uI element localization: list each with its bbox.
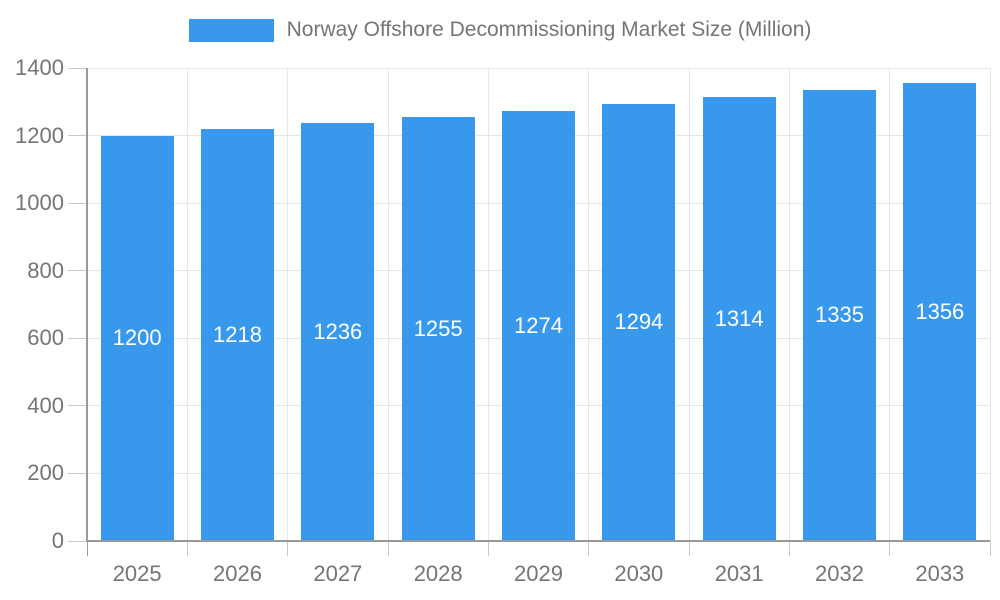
x-tick-mark [588,541,590,556]
bar [401,116,475,540]
x-tick-mark [86,541,88,556]
x-tick-label: 2032 [815,561,864,586]
v-gridline [688,68,690,541]
v-gridline [487,68,489,541]
v-gridline [588,68,590,541]
y-tick-mark [68,405,86,407]
legend-label: Norway Offshore Decommissioning Market S… [286,18,812,41]
x-tick-label: 2028 [413,561,463,586]
bar [100,135,174,540]
bar [201,129,274,540]
bar-value-label: 1314 [714,306,764,332]
x-axis-line [86,540,990,542]
bar-value-label: 1218 [213,322,262,348]
x-tick-label: 2031 [714,561,764,586]
y-tick-label: 200 [27,460,64,486]
y-tick-mark [68,67,86,69]
bar [602,103,676,540]
y-tick-label: 1200 [15,122,64,148]
y-tick-label: 400 [27,392,64,418]
bar-value-label: 1356 [915,298,965,324]
v-gridline [287,68,289,541]
bar [301,123,375,540]
x-tick-mark [487,541,489,556]
y-tick-label: 1000 [15,190,64,216]
bar-value-label: 1274 [514,312,563,338]
bar [803,89,876,540]
x-tick-label: 2026 [213,561,262,586]
bar [903,82,977,540]
bar-value-label: 1200 [112,325,162,351]
y-tick-mark [68,270,86,272]
y-tick-label: 0 [51,528,64,553]
x-tick-label: 2029 [514,561,563,586]
bar [502,110,575,540]
legend-swatch [188,18,274,42]
v-gridline [387,68,389,541]
v-gridline [889,68,891,541]
x-tick-mark [287,541,289,556]
y-tick-label: 600 [27,325,64,351]
x-tick-label: 2027 [313,561,363,586]
y-tick-mark [68,472,86,474]
bar-value-label: 1335 [815,302,864,328]
bar [702,97,776,540]
x-tick-label: 2030 [614,561,664,586]
v-gridline [989,68,991,541]
x-tick-label: 2025 [112,561,162,586]
y-tick-mark [68,202,86,204]
legend: Norway Offshore Decommissioning Market S… [0,18,1000,42]
x-tick-mark [186,541,188,556]
y-axis-line [86,68,88,542]
h-gridline [87,67,990,69]
bar-value-label: 1294 [614,309,664,335]
x-tick-mark [889,541,891,556]
x-tick-mark [688,541,690,556]
y-tick-mark [68,337,86,339]
y-tick-label: 1400 [15,55,64,80]
bar-value-label: 1255 [413,315,463,341]
y-tick-mark [68,135,86,137]
y-tick-label: 800 [27,257,64,283]
x-tick-mark [989,541,991,556]
v-gridline [186,68,188,541]
x-tick-mark [387,541,389,556]
x-tick-mark [788,541,790,556]
bar-value-label: 1236 [313,319,363,345]
y-tick-mark [68,540,86,542]
v-gridline [788,68,790,541]
x-tick-label: 2033 [915,561,965,586]
